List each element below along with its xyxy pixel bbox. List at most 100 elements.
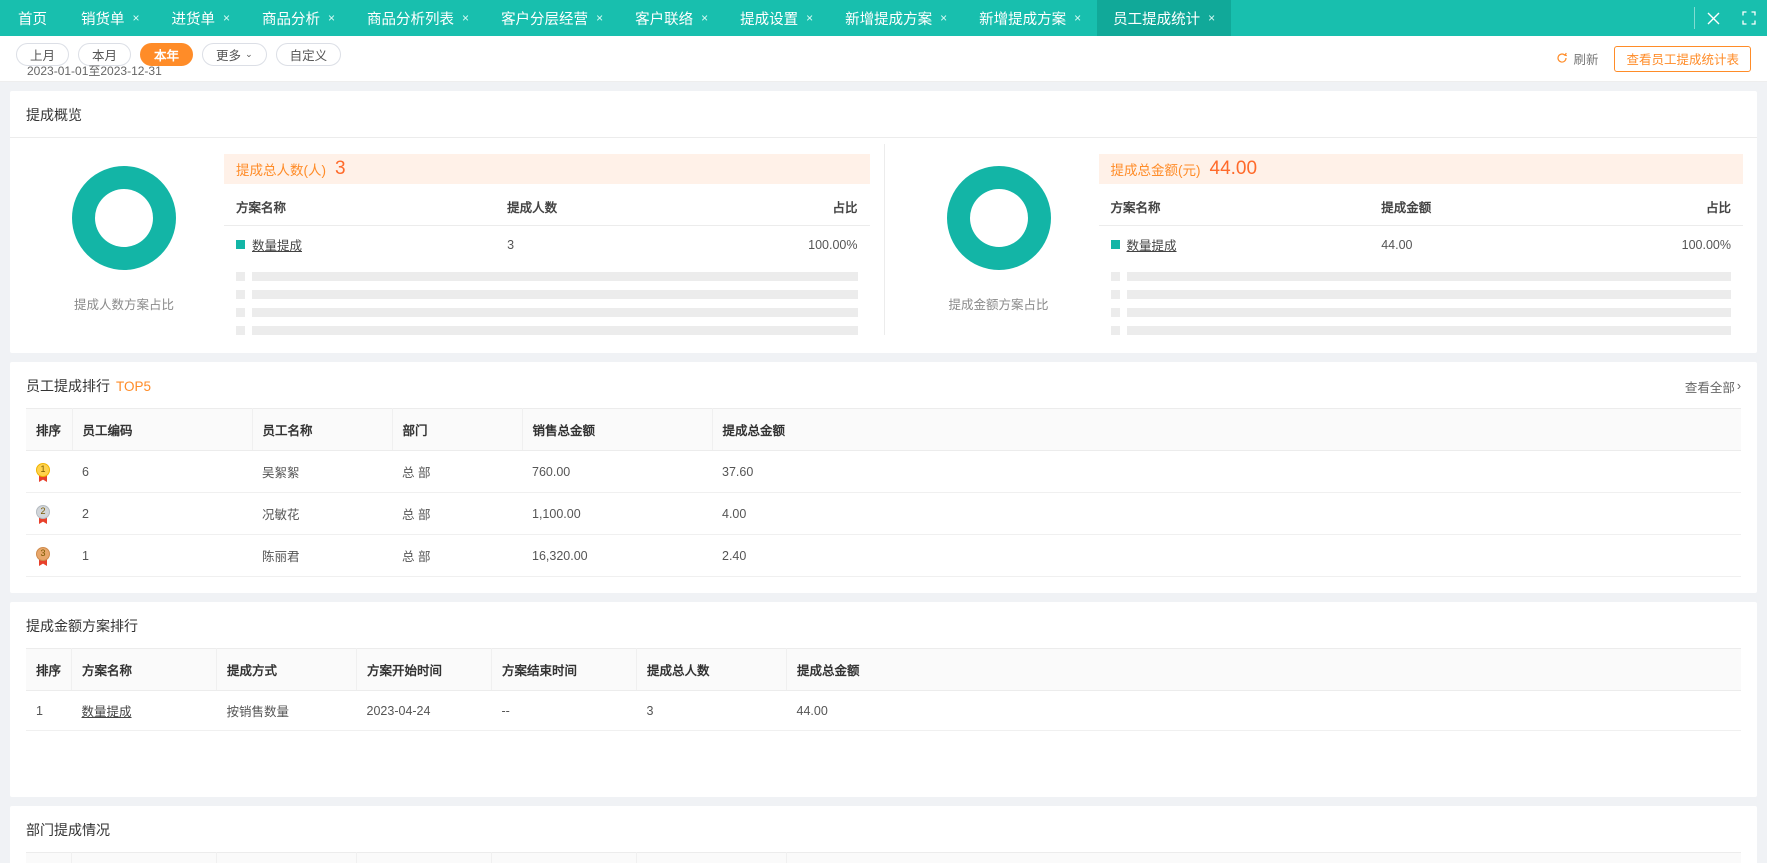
placeholder-swatch (236, 272, 245, 281)
employee-ranking-table: 排序 员工编码 员工名称 部门 销售总金额 提成总金额 1 6 吴絮絮总 部 760.00 37.… (26, 408, 1741, 577)
table-spacer-row (26, 731, 1741, 757)
tab-close-icon[interactable]: × (328, 11, 336, 25)
cell-dept: 总 部 (392, 492, 522, 535)
spacer-cell (26, 731, 1741, 757)
placeholder-swatch (1110, 308, 1120, 317)
tab-4[interactable]: 商品分析列表 × (351, 0, 485, 36)
cell-people: 3 (636, 690, 787, 731)
placeholder-bar (1126, 326, 1731, 335)
employee-ranking-table-wrap: 排序 员工编码 员工名称 部门 销售总金额 提成总金额 1 6 吴絮絮总 部 760.00 37.… (10, 408, 1757, 593)
close-icon[interactable] (1695, 0, 1731, 36)
refresh-label: 刷新 (1573, 53, 1599, 67)
stat-value: 3 (335, 158, 346, 179)
column-header: 提成方式 (216, 851, 358, 863)
plan-name-cell: 数量提成 (1099, 226, 1370, 264)
view-commission-report-button[interactable]: 查看员工提成统计表 (1614, 45, 1751, 72)
donut-caption: 提成人数方案占比 (73, 298, 174, 312)
column-header: 方案结束时间 (491, 851, 638, 863)
department-commission-table: 序号部门名称提成方式方案开始时间方案结束时间参与提成人数提成总金额 1总 部按销… (26, 851, 1741, 863)
column-header: 提成人数 (495, 184, 728, 226)
tab-0[interactable]: 首页 (0, 0, 65, 36)
column-header: 占比 (727, 184, 870, 226)
tab-3[interactable]: 商品分析 × (246, 0, 351, 36)
column-header: 提成方式 (216, 648, 358, 691)
divider (1694, 7, 1695, 29)
plan-value-cell: 44.00 (1381, 237, 1413, 252)
tab-2[interactable]: 进货单 × (156, 0, 247, 36)
legend-swatch-icon (1110, 240, 1120, 249)
overview-detail: 提成总金额(元) 44.00 方案名称 提成金额 占比 数量提成 44.00 100.00% (1098, 144, 1744, 335)
view-all-link[interactable]: 查看全部 › (1685, 377, 1741, 396)
tab-close-icon[interactable]: × (1074, 11, 1082, 25)
department-table-wrap: 序号部门名称提成方式方案开始时间方案结束时间参与提成人数提成总金额 1总 部按销… (10, 851, 1757, 863)
placeholder-swatch (1110, 290, 1120, 299)
table-row: 数量提成 44.00 100.00% (1099, 226, 1744, 264)
tab-9[interactable]: 新增提成方案 × (963, 0, 1097, 36)
column-header: 提成总金额 (786, 851, 1741, 863)
cell-commission: 37.60 (712, 450, 1741, 493)
tab-label: 提成设置 (740, 11, 799, 28)
cell-rank: 1 (26, 450, 72, 493)
tab-bar: 首页 销货单 × 进货单 × 商品分析 × 商品分析列表 × 客户分层经营 × 客户联络 × 提成设置 × 新… (0, 0, 1767, 36)
date-pill-0[interactable]: 上月 (16, 43, 70, 66)
department-commission-card: 部门提成情况 序号部门名称提成方式方案开始时间方案结束时间参与提成人数提成总金额… (10, 805, 1757, 863)
tab-close-icon[interactable]: × (596, 11, 604, 25)
chevron-down-icon: ⌄ (245, 49, 253, 59)
date-pill-3[interactable]: 更多 ⌄ (202, 43, 267, 66)
column-header: 员工编码 (72, 408, 253, 451)
tab-7[interactable]: 提成设置 × (724, 0, 829, 36)
placeholder-row (224, 272, 870, 281)
tab-close-icon[interactable]: × (462, 11, 470, 25)
placeholder-bar (1126, 290, 1731, 299)
column-header: 提成总人数 (636, 648, 788, 691)
plan-name-link[interactable]: 数量提成 (1126, 239, 1177, 253)
filter-bar: 上月 本月 本年 更多 ⌄ 自定义 2023-01-01至2023-12-31 刷新 查看… (0, 36, 1767, 82)
placeholder-row (1099, 290, 1744, 299)
tab-label: 进货单 (171, 11, 216, 28)
plan-name-link[interactable]: 数量提成 (81, 705, 132, 719)
tab-close-icon[interactable]: × (132, 11, 140, 25)
tab-1[interactable]: 销货单 × (65, 0, 156, 36)
date-pill-2[interactable]: 本年 (140, 43, 194, 66)
tab-label: 商品分析列表 (367, 11, 455, 28)
cell-rank: 2 (26, 492, 72, 535)
refresh-button[interactable]: 刷新 (1556, 49, 1598, 68)
column-header: 提成金额 (1369, 184, 1602, 226)
tab-8[interactable]: 新增提成方案 × (829, 0, 963, 36)
tab-label: 销货单 (81, 11, 125, 28)
plan-amount-table-wrap: 排序 方案名称 提成方式 方案开始时间 方案结束时间 提成总人数 提成总金额 1 数量提成 按销… (10, 648, 1757, 797)
tab-10[interactable]: 员工提成统计 × (1097, 0, 1232, 36)
tab-label: 员工提成统计 (1113, 11, 1201, 28)
cell-name: 陈丽君 (252, 534, 392, 577)
table-row: 1 数量提成 按销售数量 2023-04-24 -- 3 44.00 (26, 690, 1741, 731)
tab-close-icon[interactable]: × (806, 11, 814, 25)
column-header: 方案名称 (1098, 184, 1370, 226)
fullscreen-icon[interactable] (1731, 0, 1767, 36)
column-header: 排序 (26, 408, 73, 451)
donut-chart[interactable] (946, 166, 1051, 270)
table-header-row: 排序 员工编码 员工名称 部门 销售总金额 提成总金额 (26, 408, 1741, 451)
main-content[interactable]: 提成概览 提成人数方案占比 提成总人数(人) 3 方案名称 提成人数 占比 数量提成 3 100… (0, 82, 1767, 863)
date-pill-1[interactable]: 本月 (78, 43, 132, 66)
tab-close-icon[interactable]: × (223, 11, 231, 25)
donut-chart-wrap: 提成人数方案占比 (24, 144, 224, 313)
date-pill-4[interactable]: 自定义 (275, 43, 342, 66)
tab-5[interactable]: 客户分层经营 × (485, 0, 619, 36)
tab-close-icon[interactable]: × (1208, 11, 1216, 25)
plan-amount-ranking-title: 提成金额方案排行 (26, 618, 138, 634)
legend-swatch-icon (236, 240, 245, 249)
tab-close-icon[interactable]: × (940, 11, 948, 25)
table-header-row: 排序 方案名称 提成方式 方案开始时间 方案结束时间 提成总人数 提成总金额 (26, 648, 1741, 691)
placeholder-row (224, 290, 870, 299)
cell-code: 6 (72, 450, 252, 493)
column-header: 部门名称 (71, 851, 218, 863)
employee-ranking-card: 员工提成排行 TOP5 查看全部 › 排序 员工编码 员工名称 部门 销售总金额 提成总金… (10, 362, 1757, 593)
donut-chart[interactable] (72, 166, 176, 270)
tab-bar-spacer (1231, 0, 1694, 36)
table-row: 1 6 吴絮絮总 部 760.00 37.60 (26, 450, 1741, 493)
tab-6[interactable]: 客户联络 × (619, 0, 724, 36)
tab-close-icon[interactable]: × (701, 11, 709, 25)
column-header: 方案名称 (71, 648, 218, 691)
plan-name-link[interactable]: 数量提成 (252, 239, 303, 253)
cell-end: -- (491, 690, 637, 731)
